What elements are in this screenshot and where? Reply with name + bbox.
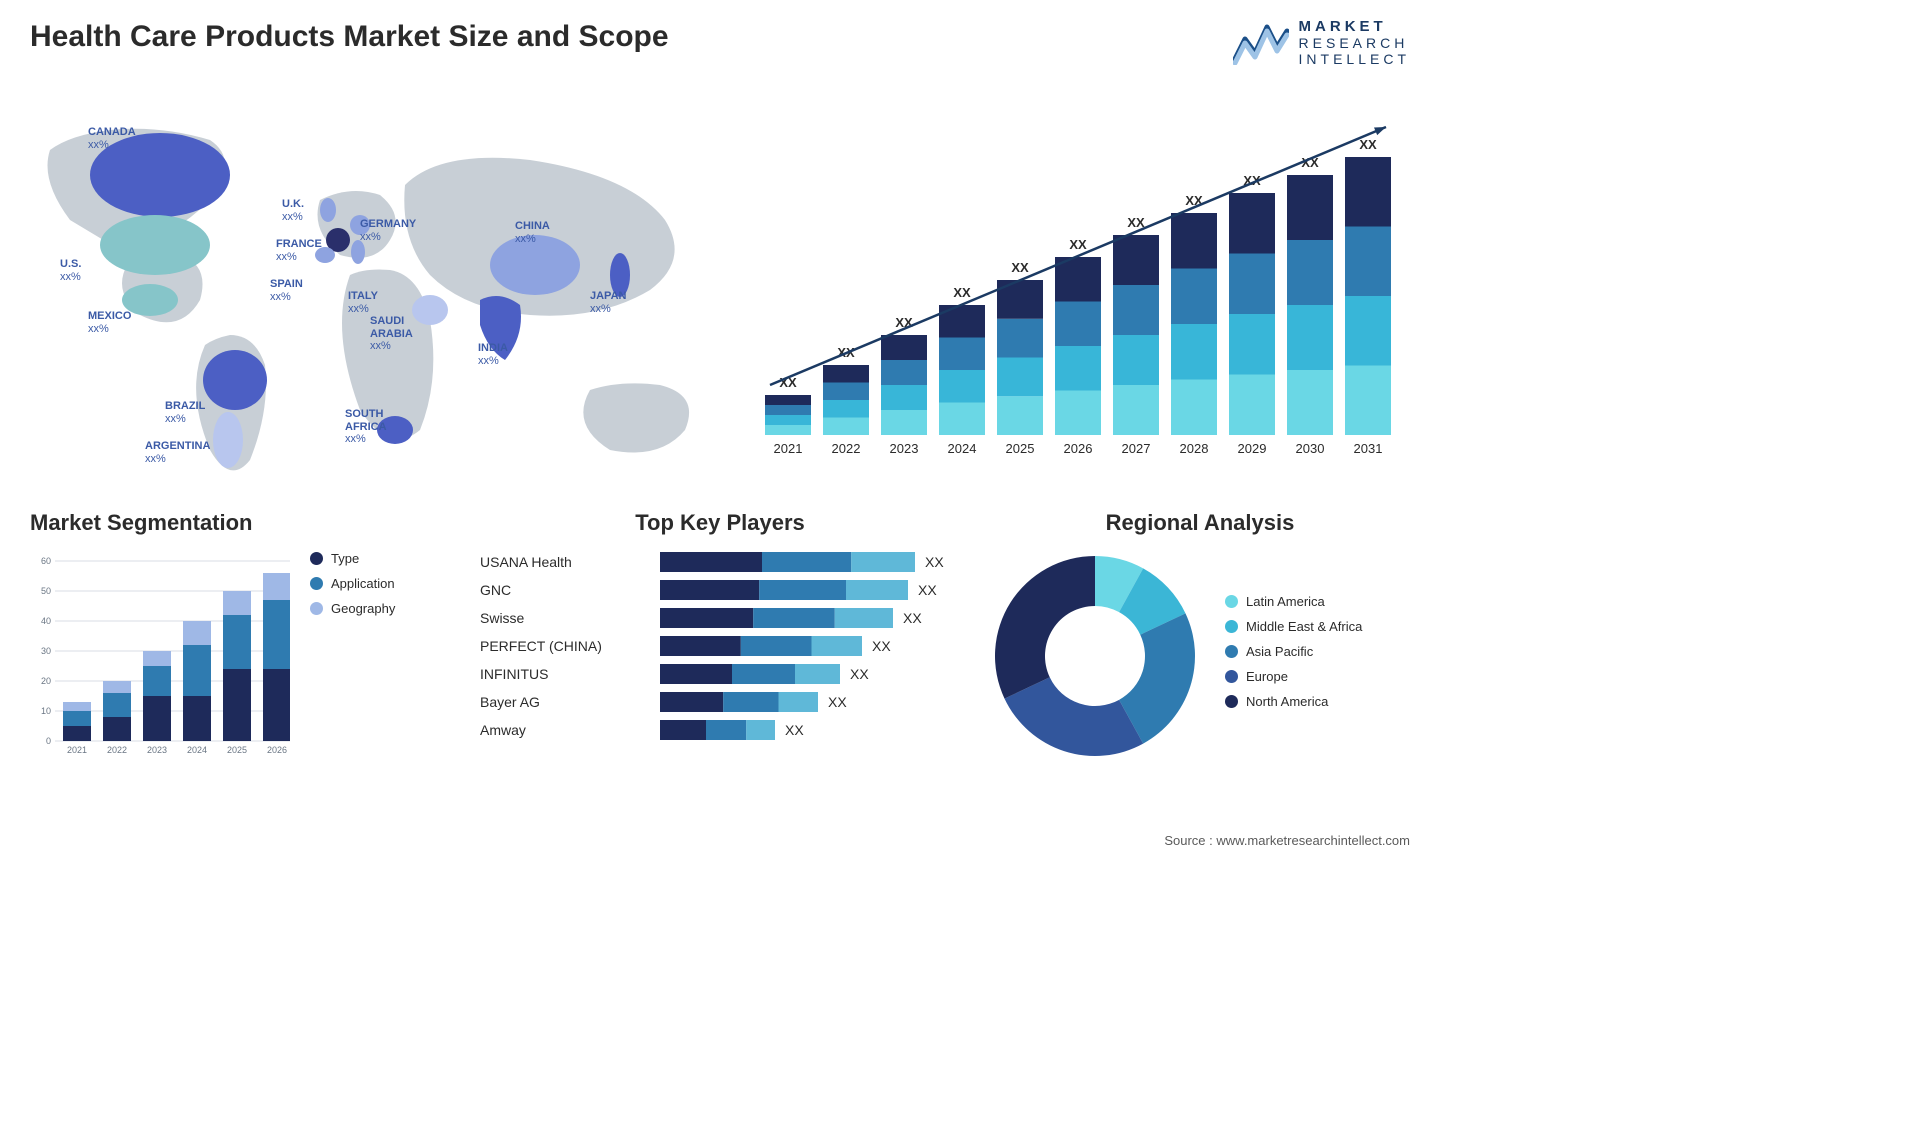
svg-text:XX: XX [953,285,971,300]
map-label-u.k.: U.K.xx% [282,198,304,223]
svg-text:XX: XX [903,610,922,626]
svg-text:2023: 2023 [890,441,919,456]
svg-text:2022: 2022 [107,745,127,755]
svg-text:30: 30 [41,646,51,656]
map-label-argentina: ARGENTINAxx% [145,440,210,465]
world-map-panel: CANADAxx% U.S.xx% MEXICOxx% BRAZILxx% ARGENT… [10,90,730,490]
player-name: Amway [480,716,650,744]
segmentation-chart: 0 10 20 30 40 50 60 2021 2022 2023 2024 2025 2026 [30,551,290,761]
key-players-chart: XXXXXXXXXXXXXX [660,548,960,748]
svg-text:2021: 2021 [774,441,803,456]
svg-text:2023: 2023 [147,745,167,755]
svg-text:20: 20 [41,676,51,686]
svg-text:2028: 2028 [1180,441,1209,456]
key-players-names: USANA HealthGNCSwissePERFECT (CHINA)INFI… [480,548,650,748]
segmentation-title: Market Segmentation [30,510,450,536]
regional-title: Regional Analysis [990,510,1410,536]
page-title: Health Care Products Market Size and Sco… [30,20,669,54]
regional-legend-item: Latin America [1225,594,1362,609]
regional-legend-item: Europe [1225,669,1362,684]
regional-legend-item: Asia Pacific [1225,644,1362,659]
svg-text:2027: 2027 [1122,441,1151,456]
svg-text:2024: 2024 [187,745,207,755]
svg-text:2022: 2022 [832,441,861,456]
logo-mark-icon [1233,21,1289,65]
regional-legend-item: North America [1225,694,1362,709]
map-label-brazil: BRAZILxx% [165,400,205,425]
svg-text:2031: 2031 [1354,441,1383,456]
key-players-panel: Top Key Players USANA HealthGNCSwissePER… [480,510,960,748]
segmentation-legend: Type Application Geography [310,551,395,761]
map-label-saudi-arabia: SAUDIARABIAxx% [370,315,413,353]
map-label-spain: SPAINxx% [270,278,303,303]
player-name: INFINITUS [480,660,650,688]
svg-text:XX: XX [872,638,891,654]
logo-text: MARKET RESEARCH INTELLECT [1299,18,1410,67]
svg-text:XX: XX [850,666,869,682]
svg-text:2029: 2029 [1238,441,1267,456]
map-label-canada: CANADAxx% [88,126,136,151]
svg-text:2025: 2025 [1006,441,1035,456]
player-name: PERFECT (CHINA) [480,632,650,660]
svg-text:10: 10 [41,706,51,716]
svg-text:2026: 2026 [267,745,287,755]
svg-text:2024: 2024 [948,441,977,456]
svg-text:2021: 2021 [67,745,87,755]
svg-text:50: 50 [41,586,51,596]
player-name: Bayer AG [480,688,650,716]
svg-text:XX: XX [925,554,944,570]
regional-donut-chart [990,551,1200,761]
svg-text:2030: 2030 [1296,441,1325,456]
player-name: GNC [480,576,650,604]
map-label-mexico: MEXICOxx% [88,310,131,335]
svg-text:XX: XX [1359,137,1377,152]
svg-text:XX: XX [828,694,847,710]
regional-panel: Regional Analysis Latin America Middle Ea… [990,510,1410,761]
svg-text:XX: XX [918,582,937,598]
svg-text:XX: XX [1011,260,1029,275]
svg-text:0: 0 [46,736,51,746]
map-label-china: CHINAxx% [515,220,550,245]
svg-text:2026: 2026 [1064,441,1093,456]
regional-legend: Latin America Middle East & Africa Asia Pa… [1225,594,1362,719]
seg-legend-item: Type [310,551,395,566]
svg-text:2025: 2025 [227,745,247,755]
svg-text:XX: XX [785,722,804,738]
map-label-india: INDIAxx% [478,342,508,367]
source-note: Source : www.marketresearchintellect.com [1164,833,1410,848]
main-market-chart: XX2021XX2022XX2023XX2024XX2025XX2026XX20… [755,95,1415,475]
player-name: Swisse [480,604,650,632]
regional-legend-item: Middle East & Africa [1225,619,1362,634]
brand-logo: MARKET RESEARCH INTELLECT [1233,18,1410,67]
map-label-japan: JAPANxx% [590,290,626,315]
map-label-italy: ITALYxx% [348,290,378,315]
svg-text:60: 60 [41,556,51,566]
seg-legend-item: Application [310,576,395,591]
map-label-u.s.: U.S.xx% [60,258,81,283]
svg-text:XX: XX [1069,237,1087,252]
seg-legend-item: Geography [310,601,395,616]
player-name: USANA Health [480,548,650,576]
map-label-france: FRANCExx% [276,238,322,263]
segmentation-panel: Market Segmentation 0 10 20 30 40 50 60 2021 202… [30,510,450,761]
key-players-title: Top Key Players [480,510,960,536]
svg-text:40: 40 [41,616,51,626]
map-label-germany: GERMANYxx% [360,218,416,243]
map-label-south-africa: SOUTHAFRICAxx% [345,408,387,446]
